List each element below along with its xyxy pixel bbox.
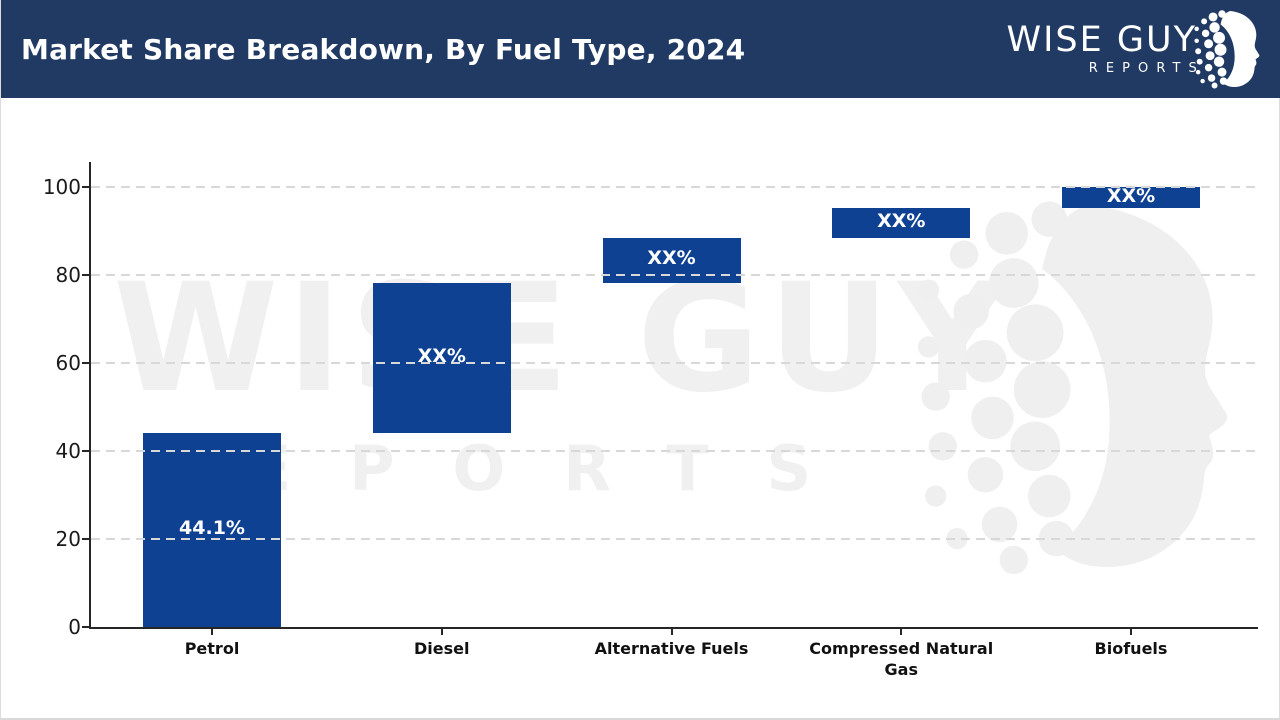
x-tick-alternative-fuels: [670, 627, 673, 635]
y-tick-label-0: 0: [68, 615, 81, 639]
bar-compressed-natural-gas: [832, 208, 971, 239]
watermark-head-profile-icon: [917, 201, 1228, 575]
x-label-diesel: Diesel: [414, 639, 470, 658]
gridline-40: [91, 450, 1257, 452]
x-tick-biofuels: [1130, 627, 1132, 635]
bar-value-label-biofuels: XX%: [1106, 184, 1156, 207]
x-label-biofuels: Biofuels: [1094, 639, 1168, 658]
x-tick-compressed-natural-gas: [900, 627, 903, 635]
bar-petrol: [143, 432, 281, 627]
y-tick-80: [82, 274, 91, 276]
brand-logo-text: WISE GUY REPORTS: [1006, 20, 1197, 78]
bar-value-label-alternative-fuels: XX%: [647, 247, 696, 270]
bar-biofuels: [1062, 187, 1200, 209]
x-label-alternative-fuels: Alternative Fuels: [594, 639, 749, 658]
x-tick-diesel: [440, 627, 443, 635]
gridline-60: [91, 362, 1257, 364]
gridline-100: [91, 186, 1257, 188]
y-tick-label-100: 100: [42, 175, 81, 199]
y-tick-20: [82, 538, 91, 540]
watermark-wiseguy-text: WISE GUY: [113, 252, 1015, 426]
x-label-petrol: Petrol: [184, 639, 240, 658]
header-bar: Market Share Breakdown, By Fuel Type, 20…: [1, 0, 1280, 98]
logo-head-profile-icon: [1194, 10, 1260, 89]
y-tick-label-40: 40: [55, 439, 81, 463]
y-axis-spine: [89, 162, 91, 628]
gridline-80: [91, 274, 1257, 276]
y-tick-0: [82, 626, 91, 628]
bar-value-label-diesel: XX%: [417, 344, 466, 367]
bar-diesel: [372, 282, 511, 433]
bar-value-label-petrol: 44.1%: [179, 516, 245, 539]
page-title: Market Share Breakdown, By Fuel Type, 20…: [21, 32, 746, 66]
brand-logo: WISE GUY REPORTS: [1006, 8, 1267, 90]
logo-reports-text: REPORTS: [1088, 61, 1205, 76]
y-tick-label-20: 20: [55, 527, 81, 551]
y-tick-60: [82, 362, 91, 364]
y-tick-40: [82, 450, 91, 452]
logo-wiseguy-text: WISE GUY: [1006, 20, 1197, 60]
y-tick-100: [82, 186, 91, 188]
gridline-20: [91, 538, 1257, 540]
y-tick-label-60: 60: [55, 351, 81, 375]
x-axis-spine: [89, 627, 1258, 629]
x-tick-petrol: [211, 627, 213, 635]
bar-value-label-compressed-natural-gas: XX%: [877, 210, 926, 233]
y-tick-label-80: 80: [55, 263, 81, 287]
x-label-compressed-natural-gas: Compressed Natural Gas: [809, 639, 994, 679]
